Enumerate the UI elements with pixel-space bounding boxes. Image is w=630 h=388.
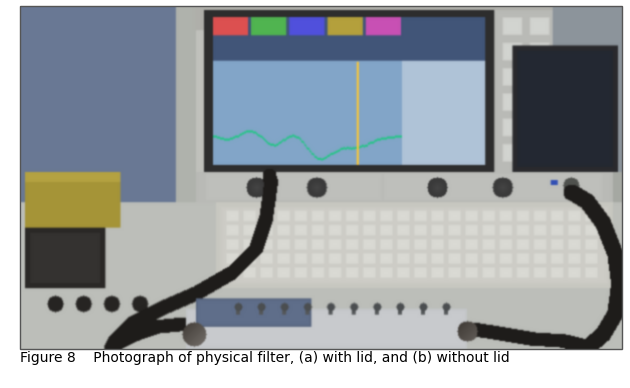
Text: Figure 8    Photograph of physical filter, (a) with lid, and (b) without lid: Figure 8 Photograph of physical filter, …	[20, 351, 510, 365]
